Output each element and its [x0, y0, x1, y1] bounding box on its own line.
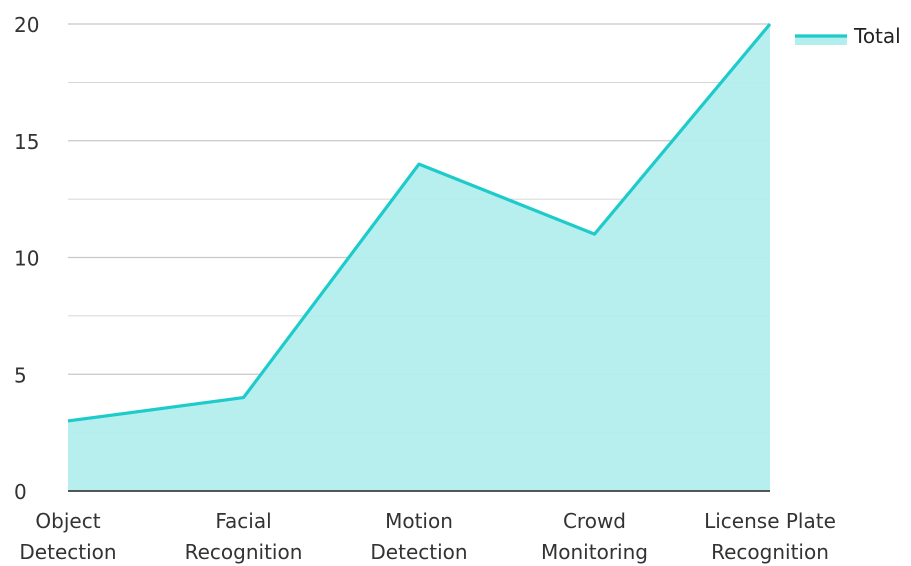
area-fill-total	[68, 24, 770, 491]
y-axis-ticks: 0 5 10 15 20	[14, 13, 39, 504]
x-tick-label: Object Detection	[19, 509, 116, 564]
x-tick-label-line: License Plate	[704, 509, 836, 533]
x-tick-label: Motion Detection	[370, 509, 467, 564]
x-tick-label-line: Detection	[19, 540, 116, 564]
x-tick-label-line: Recognition	[711, 540, 829, 564]
x-tick-label-line: Crowd	[563, 509, 626, 533]
series-area	[67, 22, 772, 491]
x-tick-label-line: Detection	[370, 540, 467, 564]
y-tick-label: 20	[14, 13, 39, 37]
x-tick-label: Facial Recognition	[185, 509, 303, 564]
x-tick-label-line: Recognition	[185, 540, 303, 564]
x-tick-label-line: Object	[35, 509, 100, 533]
legend-swatch-fill	[795, 36, 847, 45]
x-tick-label: License Plate Recognition	[704, 509, 836, 564]
legend-label-total: Total	[853, 24, 901, 48]
y-tick-label: 10	[14, 247, 39, 271]
x-tick-label-line: Motion	[385, 509, 453, 533]
x-tick-label-line: Monitoring	[541, 540, 648, 564]
x-axis-ticks: Object Detection Facial Recognition Motion De…	[19, 509, 835, 564]
legend: Total	[795, 24, 901, 48]
y-tick-label: 0	[14, 480, 27, 504]
y-tick-label: 15	[14, 130, 39, 154]
y-tick-label: 5	[14, 363, 27, 387]
x-tick-label: Crowd Monitoring	[541, 509, 648, 564]
x-tick-label-line: Facial	[215, 509, 271, 533]
